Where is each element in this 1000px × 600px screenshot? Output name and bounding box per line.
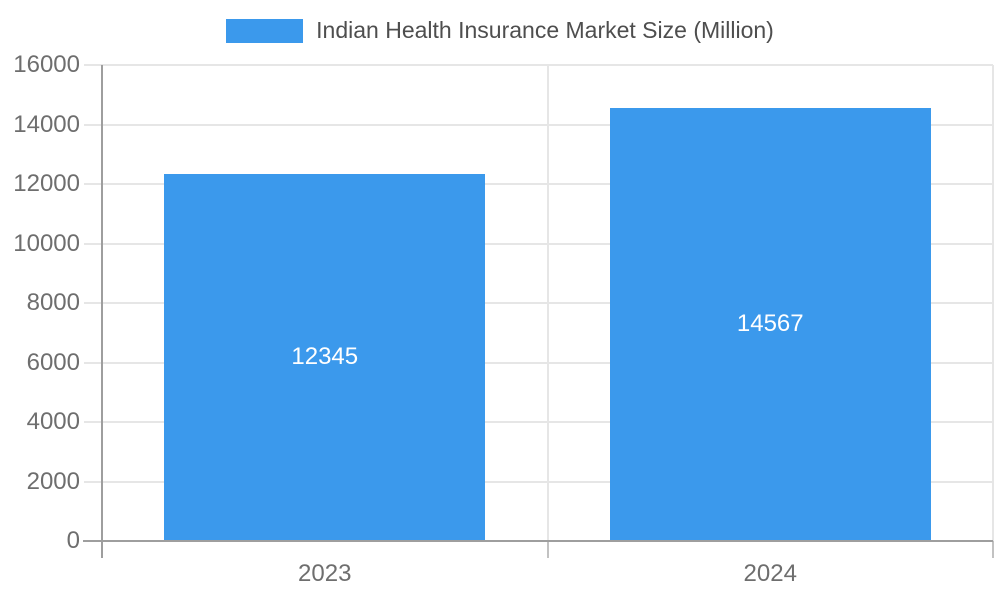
x-axis-tick-mark — [546, 541, 549, 558]
y-axis-tick-mark — [84, 421, 102, 423]
bar-value-label: 14567 — [736, 310, 804, 338]
y-axis-tick-label: 16000 — [13, 51, 80, 78]
x-axis-tick-label: 2024 — [743, 560, 797, 587]
y-axis-tick-label: 4000 — [26, 408, 80, 435]
y-axis-tick-label: 6000 — [26, 348, 80, 376]
y-axis-tick-mark — [84, 183, 102, 185]
bar-value-label: 12345 — [291, 343, 359, 371]
y-axis-tick-label: 8000 — [26, 289, 80, 316]
y-axis-tick-mark — [84, 242, 102, 245]
x-axis-line — [83, 540, 993, 542]
plot-right-border — [992, 65, 994, 541]
y-axis-tick-mark — [84, 302, 102, 304]
y-axis-tick-label: 14000 — [13, 110, 80, 138]
x-axis-tick-mark — [992, 541, 994, 558]
y-axis-tick-mark — [84, 480, 102, 483]
chart-legend[interactable]: Indian Health Insurance Market Size (Mil… — [0, 17, 1000, 44]
y-axis-tick-label: 12000 — [13, 170, 80, 197]
y-axis-line — [101, 65, 103, 558]
bar-2023[interactable]: 12345 — [164, 173, 486, 541]
legend-label: Indian Health Insurance Market Size (Mil… — [316, 17, 774, 43]
x-axis-tick-label: 2023 — [298, 560, 352, 587]
y-axis-tick-mark — [84, 64, 102, 66]
category-divider-line — [546, 65, 549, 541]
y-axis-tick-label: 2000 — [26, 467, 80, 495]
y-axis-tick-mark — [84, 123, 102, 126]
y-axis-tick-label: 0 — [66, 527, 80, 554]
y-axis-tick-mark — [84, 361, 102, 364]
bar-2024[interactable]: 14567 — [609, 107, 931, 541]
y-axis-tick-label: 10000 — [13, 229, 80, 257]
legend-color-swatch — [226, 18, 304, 43]
